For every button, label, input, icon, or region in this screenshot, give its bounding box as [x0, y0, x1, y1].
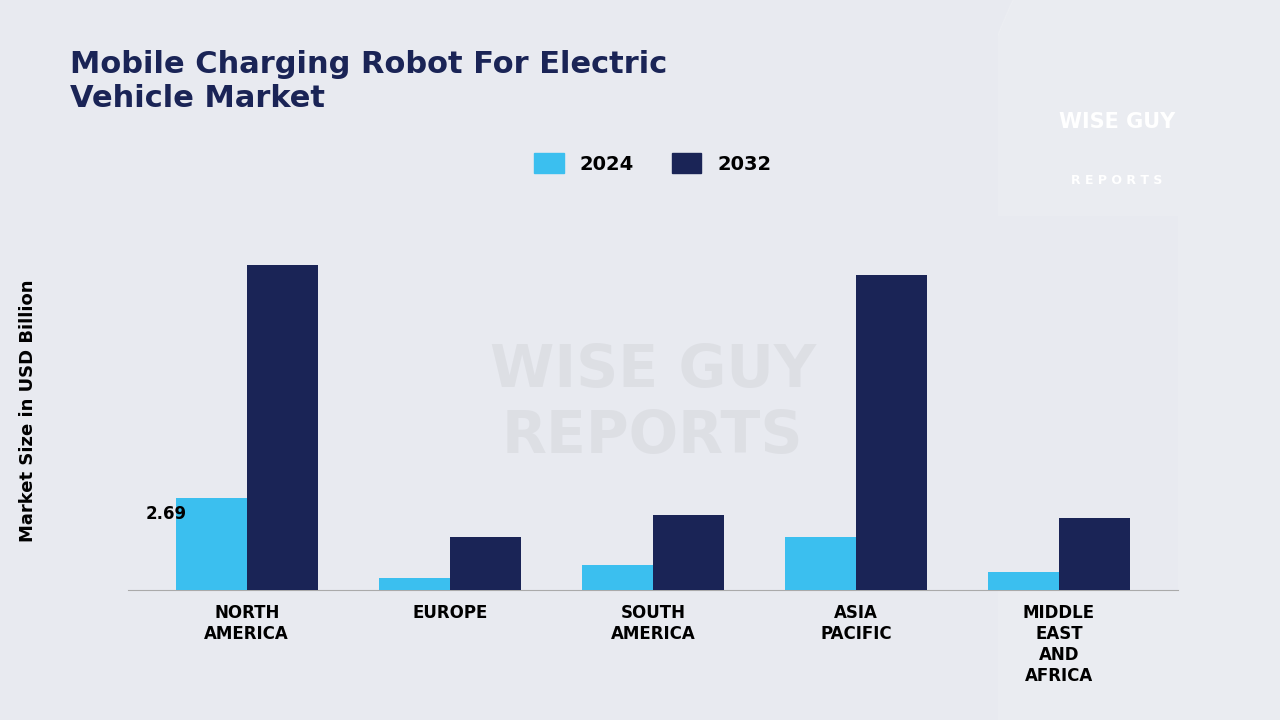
Bar	[449, 537, 521, 590]
Bar	[581, 564, 653, 590]
Text: Market Size in USD Billion: Market Size in USD Billion	[19, 279, 37, 541]
Bar	[1059, 518, 1130, 590]
Bar	[785, 537, 856, 590]
Bar	[856, 275, 927, 590]
Bar	[653, 515, 724, 590]
Circle shape	[933, 0, 1280, 720]
Text: R E P O R T S: R E P O R T S	[1071, 174, 1162, 186]
Bar	[379, 578, 449, 590]
Text: 2.69: 2.69	[146, 505, 187, 523]
Bar	[175, 498, 247, 590]
Text: Mobile Charging Robot For Electric
Vehicle Market: Mobile Charging Robot For Electric Vehic…	[70, 50, 667, 113]
Bar	[247, 265, 317, 590]
Legend: 2024, 2032: 2024, 2032	[525, 143, 781, 184]
Text: WISE GUY
REPORTS: WISE GUY REPORTS	[490, 342, 815, 464]
Bar	[988, 572, 1059, 590]
Text: WISE GUY: WISE GUY	[1059, 112, 1175, 132]
